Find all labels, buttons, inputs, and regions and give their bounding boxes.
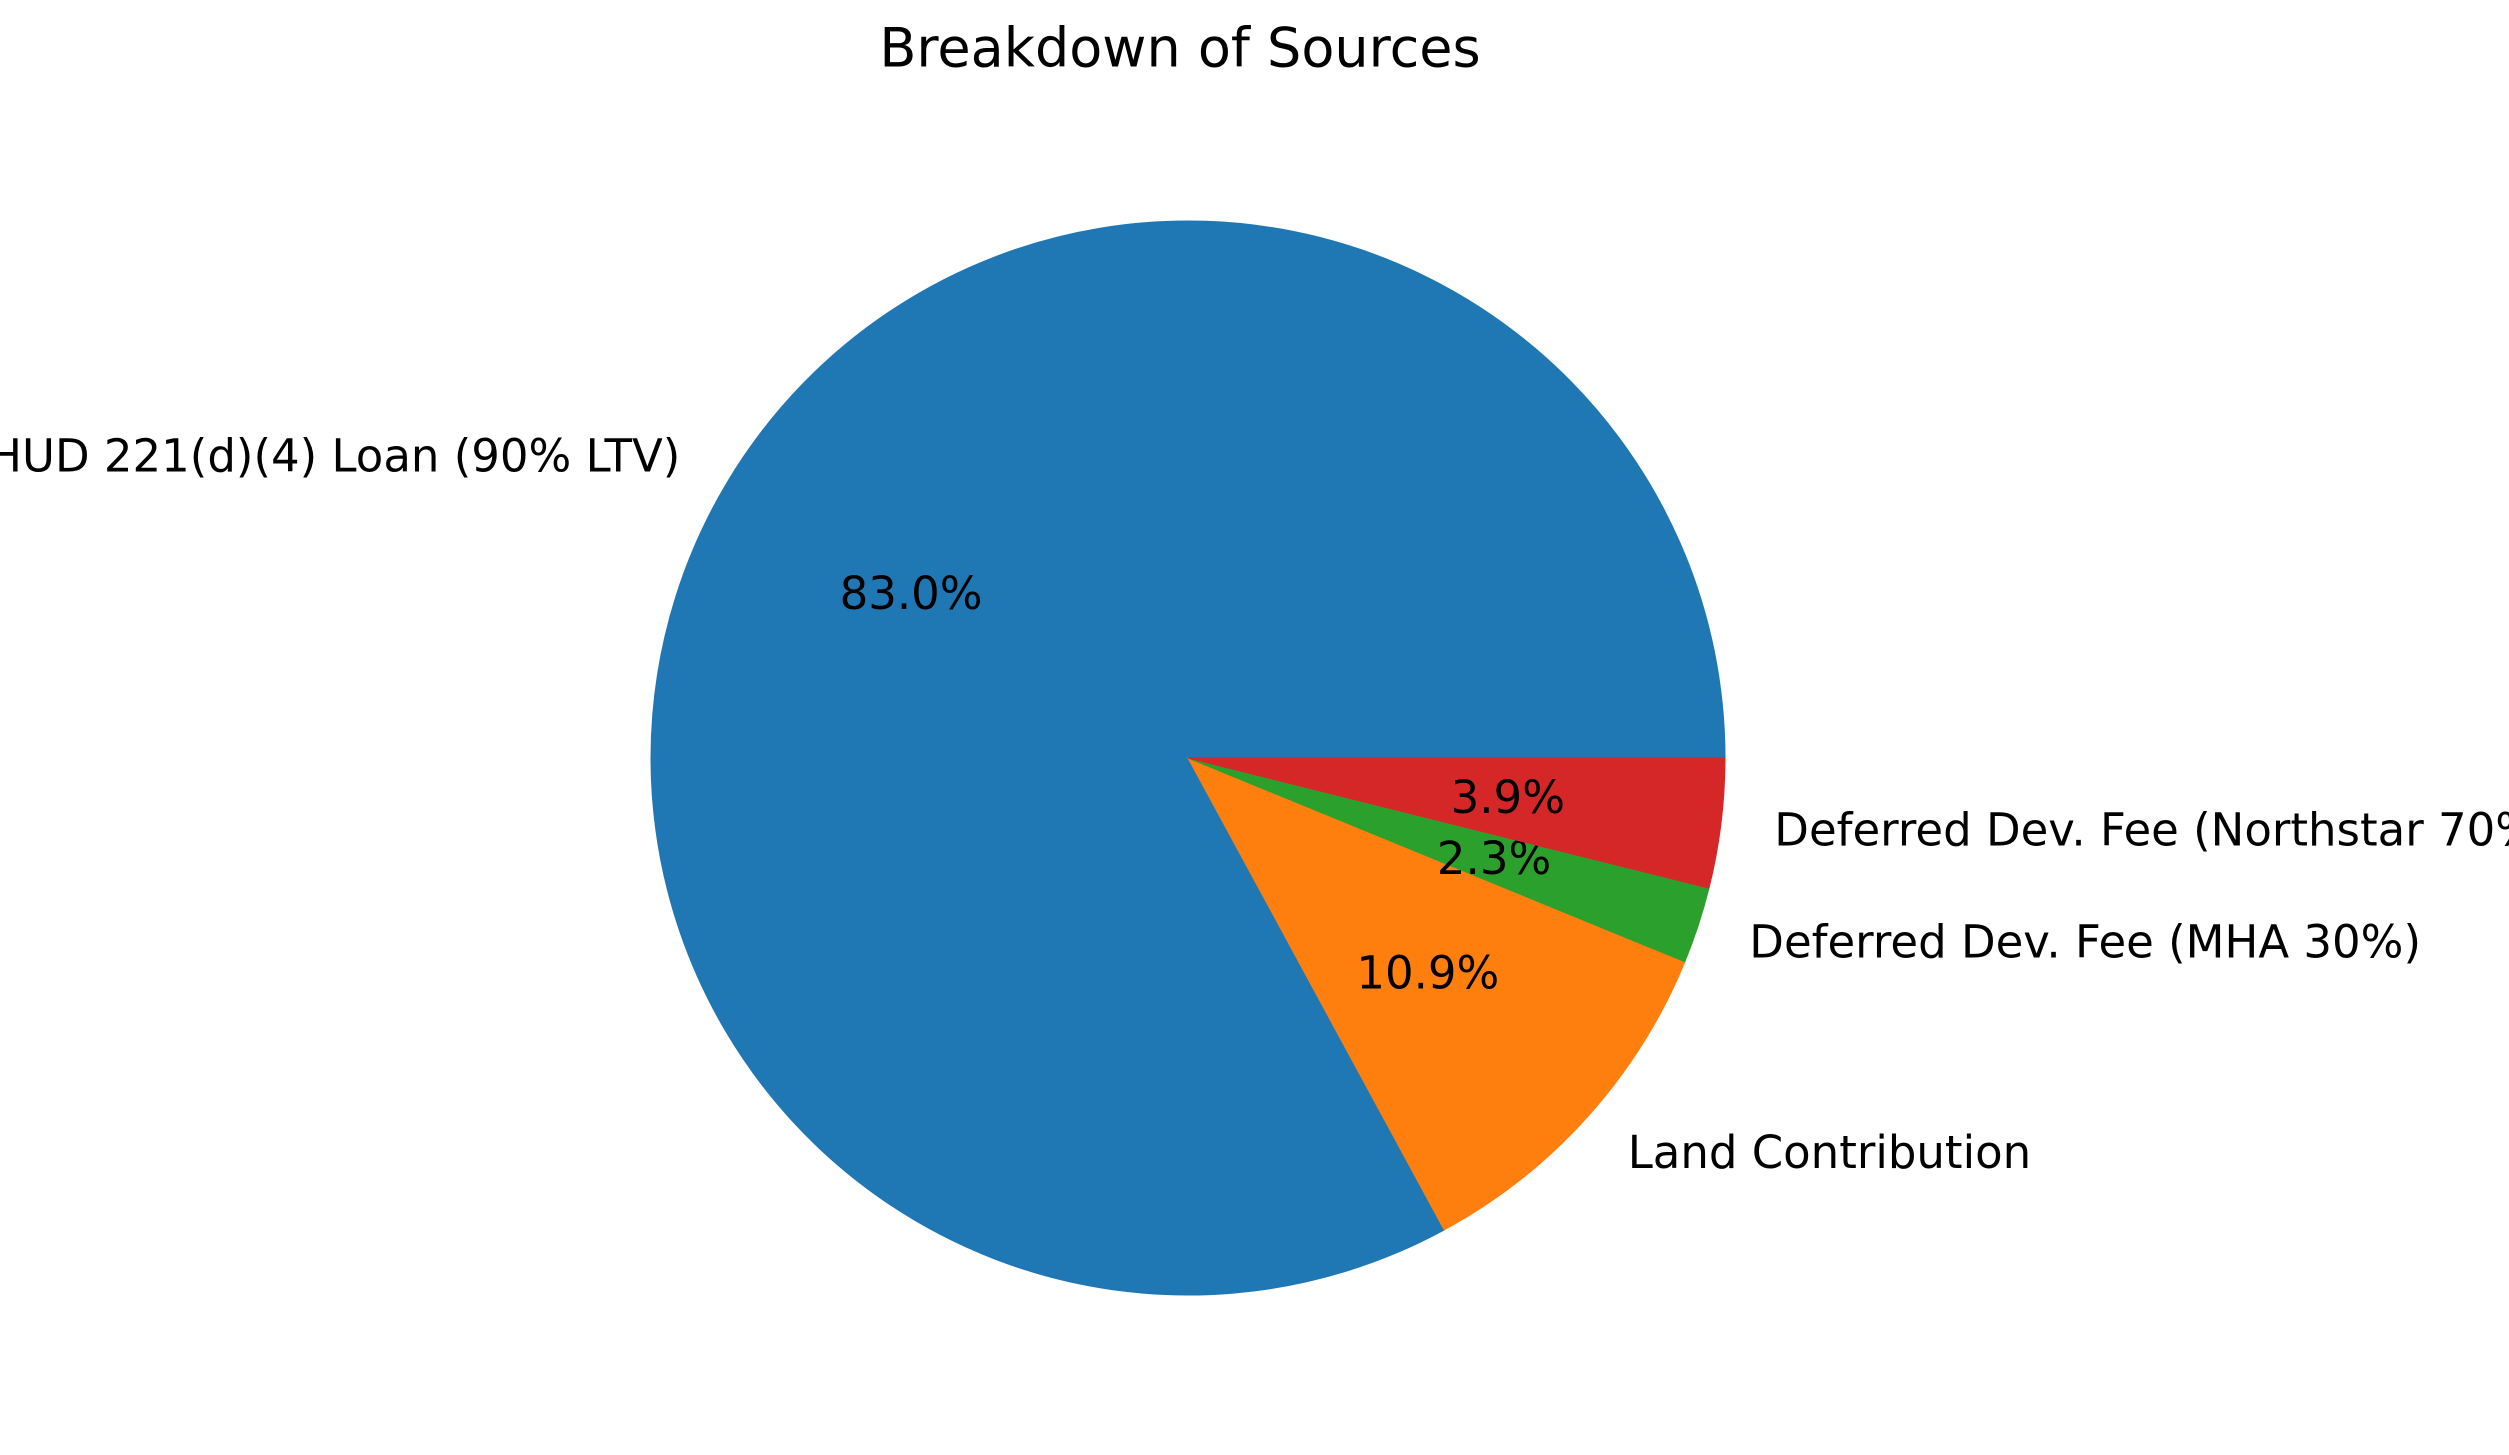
pie-slice-0 (650, 220, 1726, 1296)
slice-percent-label-3: 3.9% (1451, 771, 1565, 824)
chart-title: Breakdown of Sources (879, 16, 1481, 80)
slice-label-1: Land Contribution (1628, 1126, 2031, 1179)
slice-label-3: Deferred Dev. Fee (Northstar 70%) (1774, 804, 2509, 857)
slice-percent-label-1: 10.9% (1356, 947, 1499, 1000)
pie-slice-1 (1186, 757, 1686, 1231)
slice-label-0: HUD 221(d)(4) Loan (90% LTV) (0, 430, 680, 483)
slice-label-2: Deferred Dev. Fee (MHA 30%) (1749, 916, 2421, 969)
slice-percent-label-0: 83.0% (840, 567, 983, 620)
pie-slice-3 (1187, 757, 1726, 889)
